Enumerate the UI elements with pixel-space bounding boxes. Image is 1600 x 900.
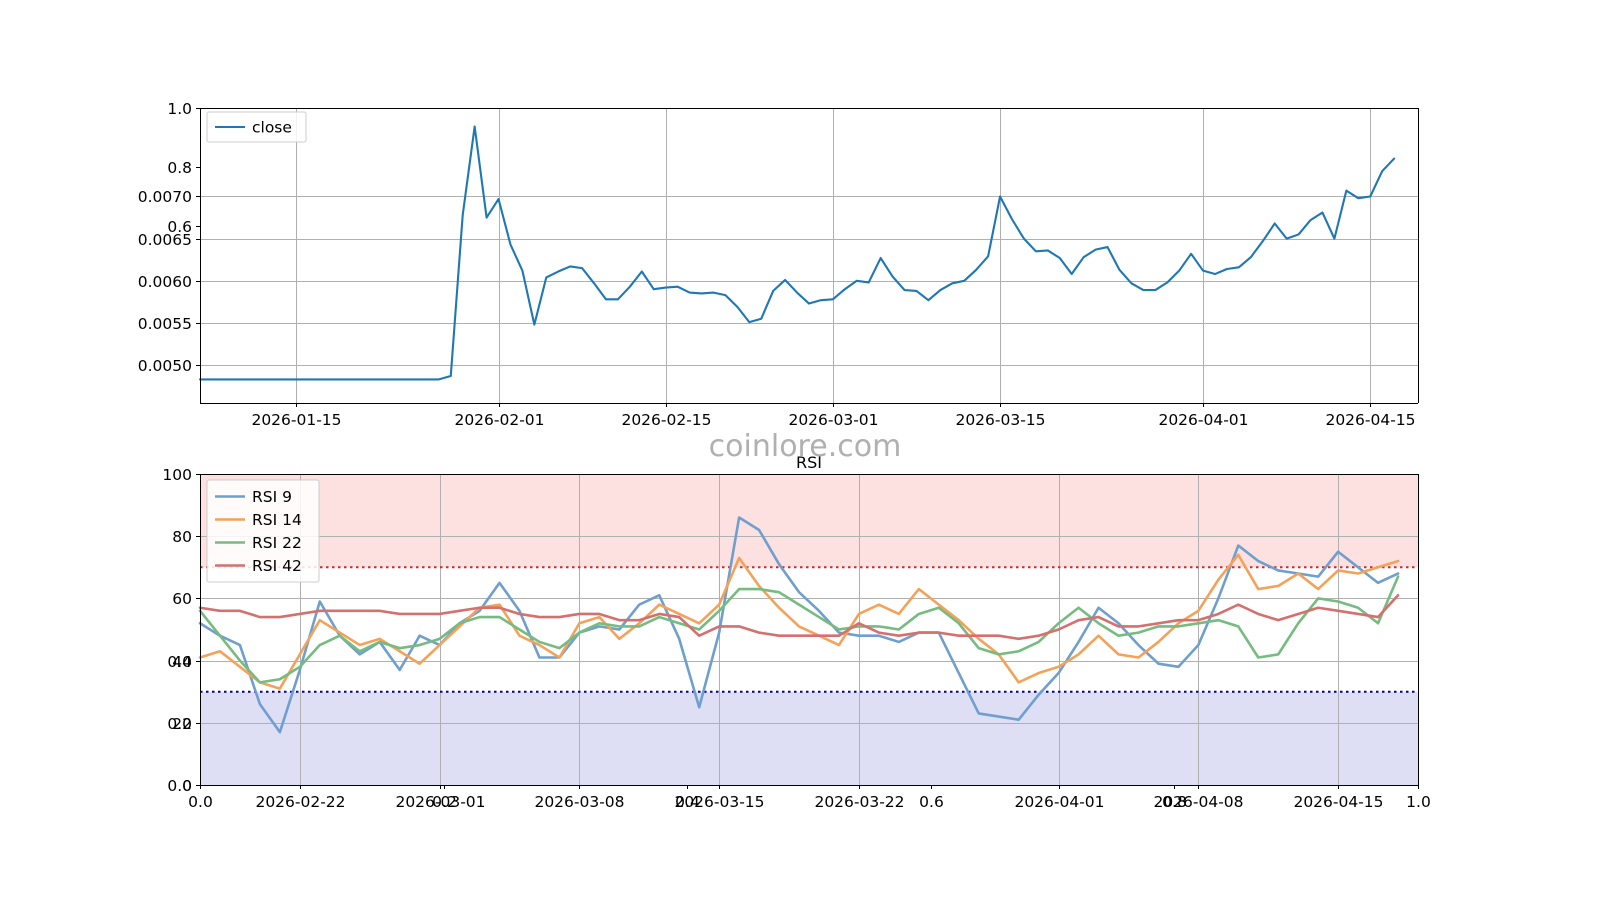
rsi-secondary-x-tick-labels: 0.0 0.2 0.4 0.6 0.8 1.0: [188, 793, 1431, 811]
rsi-line-rsi-14: [198, 553, 1400, 690]
rsi-axes: 0 20 40 60 80 100 0.0 0.2 0.4 2026-02-22 2026-03…: [162, 453, 1430, 811]
price-secondary-y-tick-label: 1.0: [167, 100, 192, 118]
rsi-y-tick-label: 40: [172, 653, 192, 671]
price-line-close: [198, 125, 1396, 381]
price-y-tick-label: 0.0070: [138, 188, 192, 206]
watermark-text: coinlore.com: [709, 429, 902, 464]
rsi-x-tick-label: 2026-03-22: [814, 793, 904, 811]
price-x-tick-label: 2026-04-15: [1325, 411, 1415, 429]
price-x-tick-labels: 2026-01-15 2026-02-01 2026-02-15 2026-03-01…: [251, 411, 1415, 429]
rsi-title: RSI: [796, 453, 822, 472]
rsi-secondary-y-tick-label: 0.4: [167, 653, 192, 671]
rsi-x-tick-label: 2026-03-08: [534, 793, 624, 811]
rsi-x-tick-label: 2026-03-15: [674, 793, 764, 811]
rsi-line-rsi-9: [198, 516, 1400, 734]
rsi-y-tick-labels: 0 20 40 60 80 100: [162, 466, 192, 795]
price-y-tick-label: 0.0060: [138, 273, 192, 291]
rsi-y-tick-label: 60: [172, 590, 192, 608]
price-x-tick-label: 2026-03-15: [955, 411, 1045, 429]
price-secondary-y-tick-label: 0.6: [167, 218, 192, 236]
price-x-tick-label: 2026-02-01: [454, 411, 544, 429]
price-plot-background: [200, 108, 1418, 403]
price-secondary-y-tick-labels: 0.6 0.8 1.0: [167, 100, 192, 236]
rsi-legend[interactable]: RSI 9 RSI 14 RSI 22 RSI 42: [206, 479, 320, 583]
rsi-secondary-x-tick-label: 0.0: [188, 793, 213, 811]
rsi-spines: [196, 473, 1420, 789]
rsi-x-tick-label: 2026-03-01: [395, 793, 485, 811]
price-y-tick-label: 0.0065: [138, 231, 192, 249]
price-x-tick-label: 2026-01-15: [251, 411, 341, 429]
legend-label-rsi-22: RSI 22: [252, 534, 302, 552]
legend-label-close: close: [252, 119, 292, 137]
rsi-y-tick-label: 80: [172, 528, 192, 546]
rsi-secondary-y-tick-label: 0.2: [167, 715, 192, 733]
rsi-series-group: [198, 516, 1400, 734]
rsi-line-rsi-22: [198, 575, 1400, 684]
rsi-secondary-x-tick-label: 0.4: [675, 793, 700, 811]
rsi-x-tick-label: 2026-04-15: [1293, 793, 1383, 811]
legend-label-rsi-42: RSI 42: [252, 557, 302, 575]
price-series-group: [198, 125, 1396, 381]
rsi-x-tick-labels: 2026-02-22 2026-03-01 2026-03-08 2026-03-15…: [255, 793, 1383, 811]
price-gridlines: [200, 108, 1418, 403]
price-y-tick-labels: 0.0050 0.0055 0.0060 0.0065 0.0070: [138, 188, 192, 375]
rsi-x-tick-label: 2026-04-08: [1153, 793, 1243, 811]
rsi-secondary-x-tick-label: 0.6: [919, 793, 944, 811]
rsi-secondary-x-tick-label: 0.8: [1162, 793, 1187, 811]
price-x-tick-label: 2026-03-01: [788, 411, 878, 429]
oversold-band: [200, 691, 1418, 785]
rsi-line-rsi-42: [198, 593, 1400, 641]
price-y-tick-label: 0.0050: [138, 357, 192, 375]
price-x-tick-label: 2026-02-15: [621, 411, 711, 429]
rsi-secondary-y-tick-labels: 0.0 0.2 0.4: [167, 653, 192, 795]
legend-label-rsi-9: RSI 9: [252, 488, 292, 506]
price-y-tick-label: 0.0055: [138, 315, 192, 333]
rsi-x-tick-label: 2026-04-01: [1014, 793, 1104, 811]
legend-label-rsi-14: RSI 14: [252, 511, 302, 529]
price-axes: 0.0050 0.0055 0.0060 0.0065 0.0070 0.6 0.8 1.0…: [138, 100, 1420, 429]
rsi-secondary-x-tick-label: 0.2: [432, 793, 457, 811]
rsi-x-tick-label: 2026-02-22: [255, 793, 345, 811]
price-spines: [196, 107, 1420, 407]
rsi-y-tick-label: 0: [182, 777, 192, 795]
rsi-gridlines: [200, 474, 1418, 785]
rsi-secondary-x-tick-label: 1.0: [1406, 793, 1431, 811]
overbought-band: [200, 474, 1418, 568]
price-secondary-y-tick-label: 0.8: [167, 159, 192, 177]
price-legend[interactable]: close: [206, 111, 307, 143]
price-x-tick-label: 2026-04-01: [1158, 411, 1248, 429]
rsi-y-tick-label: 20: [172, 715, 192, 733]
rsi-y-tick-label: 100: [162, 466, 192, 484]
rsi-secondary-y-tick-label: 0.0: [167, 777, 192, 795]
